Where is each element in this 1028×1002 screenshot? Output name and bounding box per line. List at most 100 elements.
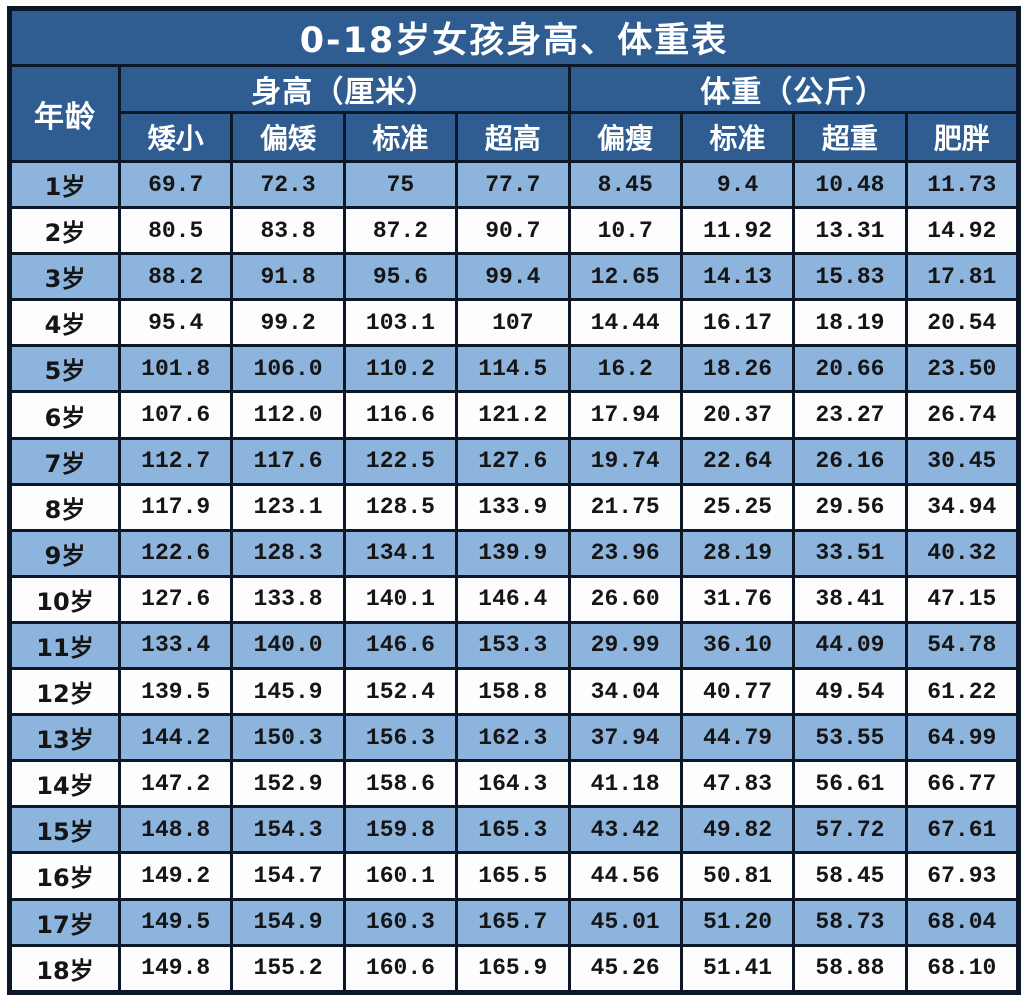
value-cell: 49.82: [679, 805, 796, 855]
group-header-row: 年龄 身高（厘米） 体重（公斤）: [8, 64, 1020, 163]
value-cell: 28.19: [679, 528, 796, 578]
value-cell: 90.7: [455, 206, 571, 256]
value-cell: 134.1: [342, 528, 459, 578]
value-cell: 38.41: [792, 574, 908, 624]
table-row: 8岁 117.9 123.1 128.5 133.9 21.75 25.25 29.56 34.…: [8, 482, 1021, 532]
value-cell: 154.9: [230, 897, 346, 947]
subheader-height-shortish: 偏矮: [230, 111, 346, 163]
value-cell: 165.7: [455, 897, 571, 947]
value-cell: 114.5: [455, 344, 571, 394]
value-cell: 107.6: [117, 390, 234, 440]
value-cell: 21.75: [567, 482, 683, 532]
age-cell: 2岁: [8, 206, 121, 256]
table-row: 17岁 149.5 154.9 160.3 165.7 45.01 51.20 58.73 68…: [8, 897, 1021, 947]
title-row: 0-18岁女孩身高、体重表: [8, 7, 1020, 67]
value-cell: 158.8: [455, 667, 571, 717]
value-cell: 20.54: [904, 298, 1021, 348]
value-cell: 122.6: [117, 528, 234, 578]
value-cell: 127.6: [117, 574, 234, 624]
height-group-header: 身高（厘米）: [118, 64, 571, 114]
value-cell: 140.0: [230, 620, 346, 671]
value-cell: 165.3: [455, 805, 571, 855]
value-cell: 107: [455, 298, 571, 348]
value-cell: 159.8: [342, 805, 459, 855]
value-cell: 11.73: [904, 159, 1021, 210]
age-cell: 6岁: [8, 390, 121, 440]
value-cell: 112.0: [230, 390, 346, 440]
value-cell: 61.22: [904, 667, 1021, 717]
subheader-weight-standard: 标准: [679, 111, 796, 163]
value-cell: 53.55: [792, 713, 908, 763]
age-cell: 11岁: [8, 620, 121, 671]
value-cell: 67.93: [904, 851, 1021, 901]
value-cell: 99.4: [455, 252, 571, 302]
value-cell: 155.2: [230, 943, 346, 995]
value-cell: 10.48: [792, 159, 908, 210]
value-cell: 23.96: [567, 528, 683, 578]
value-cell: 20.66: [792, 344, 908, 394]
value-cell: 91.8: [230, 252, 346, 302]
value-cell: 34.94: [904, 482, 1021, 532]
value-cell: 41.18: [567, 759, 683, 809]
table-row: 14岁 147.2 152.9 158.6 164.3 41.18 47.83 56.61 66…: [8, 759, 1021, 809]
subheader-height-tall: 超高: [455, 111, 571, 163]
value-cell: 51.41: [679, 943, 796, 995]
value-cell: 64.99: [904, 713, 1021, 763]
value-cell: 110.2: [342, 344, 459, 394]
value-cell: 10.7: [567, 206, 683, 256]
value-cell: 152.9: [230, 759, 346, 809]
value-cell: 164.3: [455, 759, 571, 809]
table-row: 16岁 149.2 154.7 160.1 165.5 44.56 50.81 58.45 67…: [8, 851, 1021, 901]
value-cell: 67.61: [904, 805, 1021, 855]
value-cell: 153.3: [455, 620, 571, 671]
value-cell: 127.6: [455, 436, 571, 486]
value-cell: 147.2: [117, 759, 234, 809]
value-cell: 121.2: [455, 390, 571, 440]
value-cell: 58.45: [792, 851, 908, 901]
value-cell: 123.1: [230, 482, 346, 532]
table-row: 15岁 148.8 154.3 159.8 165.3 43.42 49.82 57.72 67…: [8, 805, 1021, 855]
page-title: 0-18岁女孩身高、体重表: [8, 7, 1020, 67]
value-cell: 149.2: [117, 851, 234, 901]
value-cell: 101.8: [117, 344, 234, 394]
value-cell: 139.9: [455, 528, 571, 578]
value-cell: 43.42: [567, 805, 683, 855]
sub-header-row: 矮小 偏矮 标准 超高 偏瘦 标准 超重 肥胖: [10, 111, 1021, 163]
value-cell: 117.9: [117, 482, 234, 532]
value-cell: 133.4: [117, 620, 234, 671]
value-cell: 56.61: [792, 759, 908, 809]
age-cell: 17岁: [8, 897, 121, 947]
value-cell: 12.65: [567, 252, 683, 302]
value-cell: 139.5: [117, 667, 234, 717]
subheader-height-short: 矮小: [117, 111, 234, 163]
age-cell: 14岁: [8, 759, 121, 809]
value-cell: 154.7: [230, 851, 346, 901]
value-cell: 17.94: [567, 390, 683, 440]
value-cell: 146.4: [455, 574, 571, 624]
age-cell: 13岁: [8, 713, 121, 763]
value-cell: 47.15: [904, 574, 1021, 624]
value-cell: 34.04: [567, 667, 683, 717]
value-cell: 152.4: [342, 667, 459, 717]
value-cell: 58.73: [792, 897, 908, 947]
age-cell: 1岁: [8, 159, 121, 210]
value-cell: 37.94: [567, 713, 683, 763]
value-cell: 154.3: [230, 805, 346, 855]
age-cell: 10岁: [8, 574, 121, 624]
value-cell: 106.0: [230, 344, 346, 394]
value-cell: 144.2: [117, 713, 234, 763]
age-cell: 3岁: [8, 252, 121, 302]
table-row: 6岁 107.6 112.0 116.6 121.2 17.94 20.37 23.27 26.…: [8, 390, 1021, 440]
value-cell: 8.45: [567, 159, 683, 210]
value-cell: 75: [342, 159, 459, 210]
growth-table: 0-18岁女孩身高、体重表 年龄 身高（厘米） 体重（公斤） 矮小 偏矮 标准 …: [7, 6, 1021, 995]
age-cell: 4岁: [8, 298, 121, 348]
value-cell: 158.6: [342, 759, 459, 809]
value-cell: 112.7: [117, 436, 234, 486]
value-cell: 133.9: [455, 482, 571, 532]
value-cell: 14.44: [567, 298, 683, 348]
value-cell: 68.10: [904, 943, 1021, 995]
table-row: 12岁 139.5 145.9 152.4 158.8 34.04 40.77 49.54 61…: [8, 667, 1021, 717]
age-cell: 18岁: [8, 943, 121, 995]
table-row: 9岁 122.6 128.3 134.1 139.9 23.96 28.19 33.51 40.…: [8, 528, 1021, 578]
